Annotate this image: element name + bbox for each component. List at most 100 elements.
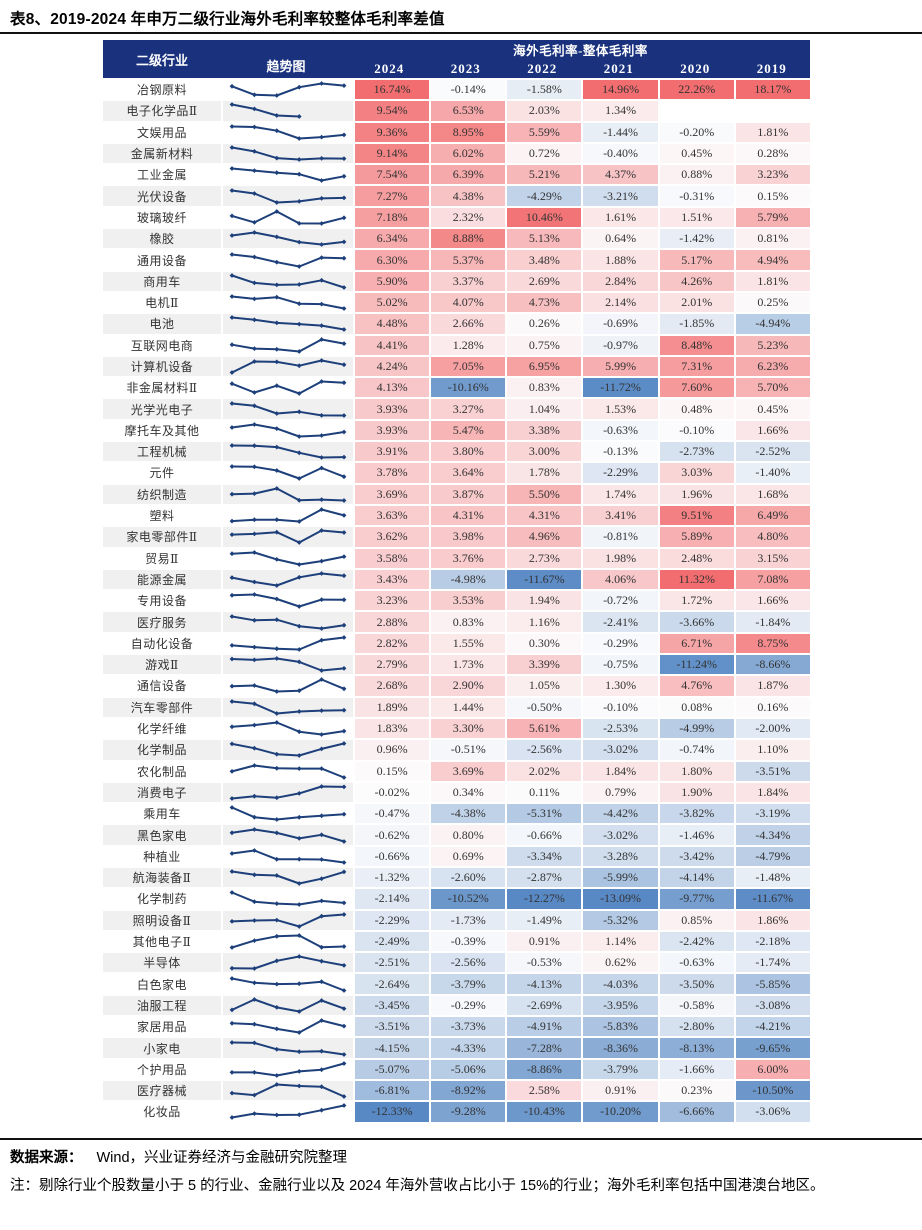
value-cell-2023: -8.92%: [431, 1080, 506, 1101]
value-cell-2023: 6.53%: [431, 101, 506, 121]
value-cell-2020: 7.31%: [659, 356, 734, 377]
value-cell-2024: -2.51%: [355, 953, 430, 973]
value-cell-2021: -4.03%: [583, 974, 658, 994]
trend-sparkline: [223, 335, 353, 355]
col-header-2024: 2024: [374, 60, 405, 76]
value-cell-2023: 6.02%: [431, 143, 506, 164]
sparkline-svg: [229, 549, 347, 567]
value-cell-2024: -4.15%: [355, 1038, 430, 1058]
value-cell-2024: -1.32%: [355, 867, 430, 888]
value-cell-2019: 0.45%: [735, 399, 810, 419]
value-cell-2024: -2.64%: [355, 974, 430, 994]
industry-label: 光学光电子: [103, 399, 221, 419]
value-cell-2021: -3.02%: [583, 740, 658, 760]
footer-rule: [0, 1138, 922, 1140]
sparkline-svg: [229, 507, 347, 524]
value-cell-2019: -4.21%: [735, 1017, 810, 1037]
col-header-industry: 二级行业: [135, 52, 188, 68]
industry-label: 照明设备Ⅱ: [103, 910, 221, 930]
value-cell-2023: 8.95%: [431, 122, 506, 142]
value-cell-2024: 5.02%: [355, 292, 430, 313]
value-cell-2019: 3.23%: [735, 165, 810, 185]
value-cell-2021: 0.64%: [583, 229, 658, 249]
table-header: 二级行业 趋势图 海外毛利率-整体毛利率 2024 2023 2022 2021…: [103, 40, 810, 78]
value-cell-2021: 4.06%: [583, 569, 658, 590]
col-header-2023: 2023: [450, 60, 481, 76]
sparkline-svg: [229, 698, 347, 716]
value-cell-2019: 1.66%: [735, 591, 810, 611]
value-cell-2023: -3.73%: [431, 1017, 506, 1037]
value-cell-2024: -3.45%: [355, 995, 430, 1016]
sparkline-svg: [229, 294, 347, 312]
year-header-row: 2024 2023 2022 2021 2020 2019: [351, 59, 810, 78]
value-cell-2020: 1.51%: [659, 207, 734, 228]
footnote: 注：剔除行业个股数量小于 5 的行业、金融行业以及 2024 年海外营收占比小于…: [10, 1178, 825, 1194]
value-cell-2022: -2.69%: [507, 995, 582, 1016]
sparkline-svg: [229, 784, 347, 801]
value-cell-2023: 3.27%: [431, 399, 506, 419]
trend-sparkline: [223, 782, 353, 803]
trend-sparkline: [223, 846, 353, 866]
value-cell-2019: 1.87%: [735, 676, 810, 696]
value-cell-2022: 0.72%: [507, 143, 582, 164]
trend-sparkline: [223, 229, 353, 249]
value-cell-2022: -10.43%: [507, 1102, 582, 1122]
value-cell-2022: 5.13%: [507, 229, 582, 249]
value-cell-2022: -4.29%: [507, 186, 582, 206]
value-cell-2019: 0.81%: [735, 229, 810, 249]
value-cell-2022: 2.58%: [507, 1080, 582, 1101]
trend-sparkline: [223, 1080, 353, 1101]
value-cell-2023: -9.28%: [431, 1102, 506, 1122]
value-cell-2019: 1.86%: [735, 910, 810, 930]
value-cell-2020: 2.01%: [659, 292, 734, 313]
value-cell-2021: 0.91%: [583, 1080, 658, 1101]
value-cell-2024: -0.66%: [355, 846, 430, 866]
industry-label: 计算机设备: [103, 356, 221, 377]
col-header-group: 海外毛利率-整体毛利率: [513, 44, 648, 58]
trend-sparkline: [223, 761, 353, 781]
value-cell-2019: -11.67%: [735, 889, 810, 909]
value-cell-2020: -4.14%: [659, 867, 734, 888]
value-cell-2023: -4.33%: [431, 1038, 506, 1058]
value-cell-2023: 3.64%: [431, 463, 506, 483]
value-cell-2024: 3.43%: [355, 569, 430, 590]
value-cell-2020: -2.80%: [659, 1017, 734, 1037]
value-cell-2023: 3.87%: [431, 484, 506, 504]
sparkline-svg: [229, 933, 347, 950]
trend-sparkline: [223, 292, 353, 313]
sparkline-svg: [229, 634, 347, 652]
value-cell-2019: 0.28%: [735, 143, 810, 164]
value-cell-2024: 2.79%: [355, 655, 430, 675]
value-cell-2022: 1.94%: [507, 591, 582, 611]
value-cell-2019: -4.94%: [735, 314, 810, 334]
value-cell-2024: 7.18%: [355, 207, 430, 228]
sparkline-svg: [229, 336, 347, 354]
value-cell-2019: -9.65%: [735, 1038, 810, 1058]
value-cell-2023: -10.16%: [431, 378, 506, 398]
trend-sparkline: [223, 676, 353, 696]
value-cell-2020: -0.63%: [659, 953, 734, 973]
value-cell-2024: 3.58%: [355, 548, 430, 568]
value-cell-2019: 1.81%: [735, 271, 810, 291]
industry-label: 消费电子: [103, 782, 221, 803]
value-cell-2021: 1.61%: [583, 207, 658, 228]
value-cell-2021: -3.02%: [583, 825, 658, 845]
value-cell-2019: 1.10%: [735, 740, 810, 760]
value-cell-2021: 1.34%: [583, 101, 658, 121]
industry-label: 元件: [103, 463, 221, 483]
value-cell-2019: -2.18%: [735, 931, 810, 952]
value-cell-2022: 5.50%: [507, 484, 582, 504]
value-cell-2022: -12.27%: [507, 889, 582, 909]
value-cell-2021: -3.79%: [583, 1059, 658, 1079]
value-cell-2020: -0.31%: [659, 186, 734, 206]
value-cell-2023: -0.14%: [431, 80, 506, 100]
value-cell-2020: 0.88%: [659, 165, 734, 185]
value-cell-2022: 2.02%: [507, 761, 582, 781]
industry-label: 化学制品: [103, 740, 221, 760]
value-cell-2022: 1.04%: [507, 399, 582, 419]
value-cell-2024: 1.83%: [355, 718, 430, 739]
value-cell-2023: -1.73%: [431, 910, 506, 930]
value-cell-2019: 0.16%: [735, 697, 810, 717]
sparkline-svg: [229, 592, 347, 610]
value-cell-2023: 3.37%: [431, 271, 506, 291]
